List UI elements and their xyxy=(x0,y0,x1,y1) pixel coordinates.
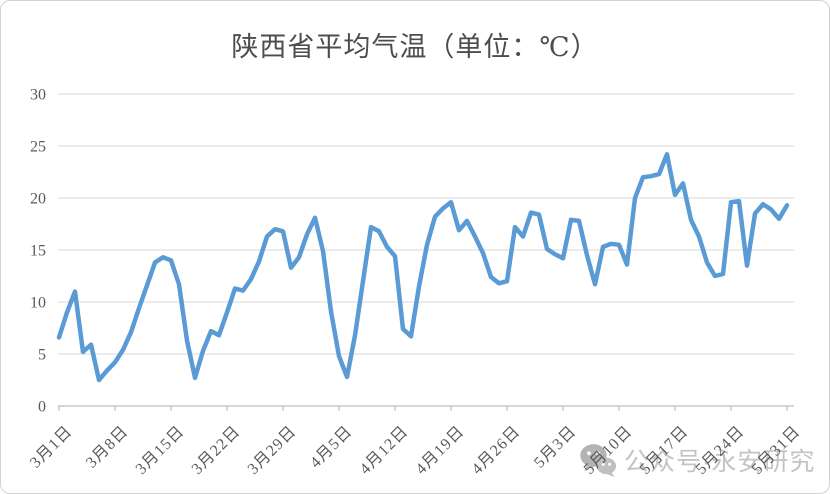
y-axis-label: 25 xyxy=(30,139,46,156)
x-axis-label: 5月10日 xyxy=(581,423,636,478)
x-axis-label: 5月17日 xyxy=(637,423,692,478)
watermark: 公众号·永安研究 xyxy=(580,442,815,478)
wechat-icon xyxy=(580,443,617,477)
y-axis-label: 5 xyxy=(38,347,46,364)
x-axis-label: 5月24日 xyxy=(693,423,748,478)
x-axis-label: 3月22日 xyxy=(189,423,244,478)
x-axis-label: 4月12日 xyxy=(357,423,412,478)
temperature-series-line xyxy=(56,152,790,383)
y-axis-label: 0 xyxy=(38,399,46,416)
x-axis-label: 3月29日 xyxy=(245,423,300,478)
y-axis-label: 20 xyxy=(30,191,46,208)
y-axis-label: 30 xyxy=(30,87,46,104)
y-axis-label: 10 xyxy=(30,295,46,312)
x-axis-label: 5月31日 xyxy=(749,423,804,478)
x-axis-label: 3月15日 xyxy=(133,423,188,478)
watermark-text: 公众号·永安研究 xyxy=(624,448,816,476)
x-axis-label: 4月19日 xyxy=(413,423,468,478)
x-axis-label: 5月3日 xyxy=(531,423,580,472)
chart-title: 陕西省平均气温（单位：℃） xyxy=(231,32,599,62)
x-axis-label: 4月26日 xyxy=(469,423,524,478)
x-axis-label: 4月5日 xyxy=(307,423,356,472)
x-axis-label: 3月8日 xyxy=(83,423,132,472)
x-axis-label: 3月1日 xyxy=(27,423,76,472)
y-axis-label: 15 xyxy=(30,243,46,260)
